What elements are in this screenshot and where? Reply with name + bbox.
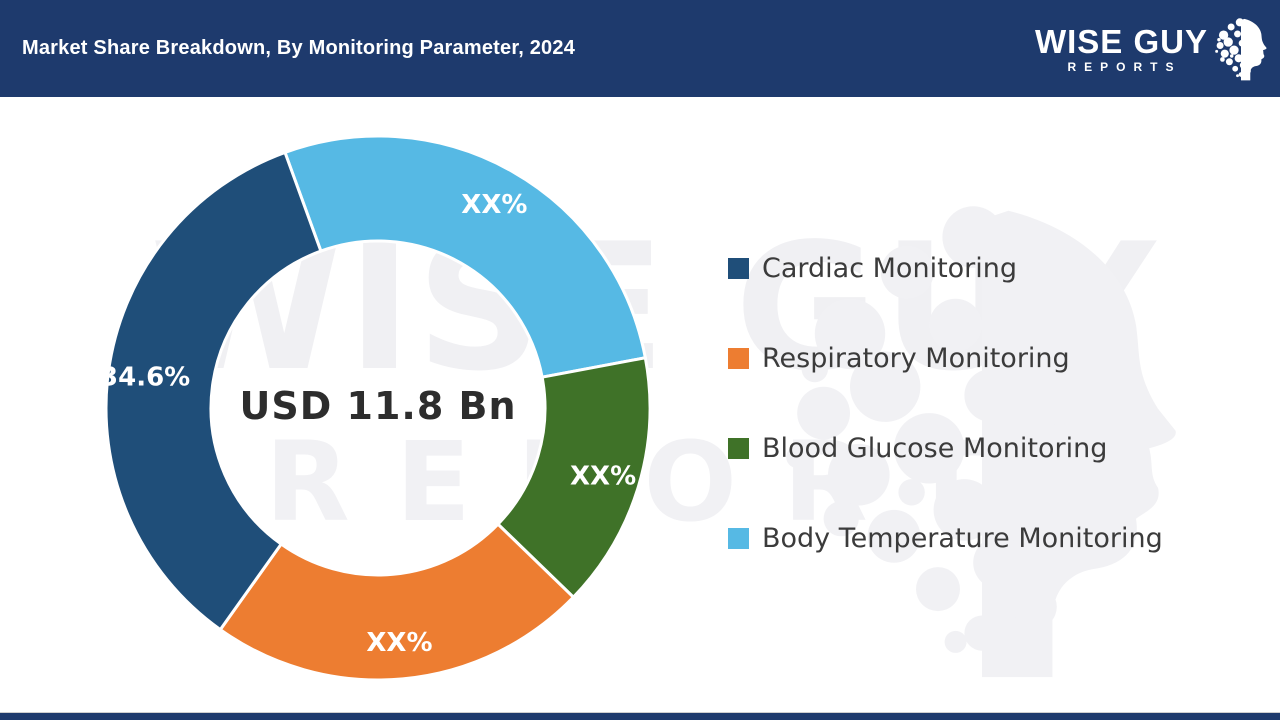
logo-face-icon — [1215, 17, 1267, 80]
legend-label: Respiratory Monitoring — [762, 343, 1070, 374]
page-title: Market Share Breakdown, By Monitoring Pa… — [22, 37, 576, 59]
legend-item: Blood Glucose Monitoring — [728, 432, 1163, 465]
logo-subtext: REPORTS — [1067, 59, 1182, 74]
header-bar: Market Share Breakdown, By Monitoring Pa… — [0, 0, 1280, 97]
donut-center-value: USD 11.8 Bn — [239, 384, 517, 428]
legend-label: Blood Glucose Monitoring — [762, 433, 1108, 464]
slice-value-label: XX% — [570, 462, 636, 492]
legend-label: Body Temperature Monitoring — [762, 523, 1163, 554]
legend-label: Cardiac Monitoring — [762, 253, 1018, 284]
legend-swatch — [728, 258, 749, 279]
donut-slice — [218, 522, 576, 682]
legend-swatch — [728, 348, 749, 369]
slice-value-label: XX% — [366, 628, 432, 658]
logo-wordmark: WISE GUY — [1034, 22, 1208, 60]
legend-item: Cardiac Monitoring — [728, 252, 1163, 285]
legend-item: Respiratory Monitoring — [728, 342, 1163, 375]
legend-swatch — [728, 528, 749, 549]
slice-value-label: 34.6% — [100, 362, 190, 392]
footer-bar — [0, 712, 1280, 720]
chart-legend: Cardiac Monitoring Respiratory Monitorin… — [728, 252, 1163, 612]
donut-slice — [104, 150, 323, 632]
slice-value-label: XX% — [461, 190, 527, 220]
donut-chart: XX% XX% XX% 34.6% — [100, 134, 652, 682]
chart-area: WISE GUY REPORTS XX% XX% XX% 34.6% USD 11.8… — [0, 97, 1280, 713]
wise-guy-logo: WISE GUY REPORTS — [1035, 8, 1280, 90]
donut-slice — [283, 134, 648, 379]
legend-swatch — [728, 438, 749, 459]
legend-item: Body Temperature Monitoring — [728, 522, 1163, 555]
